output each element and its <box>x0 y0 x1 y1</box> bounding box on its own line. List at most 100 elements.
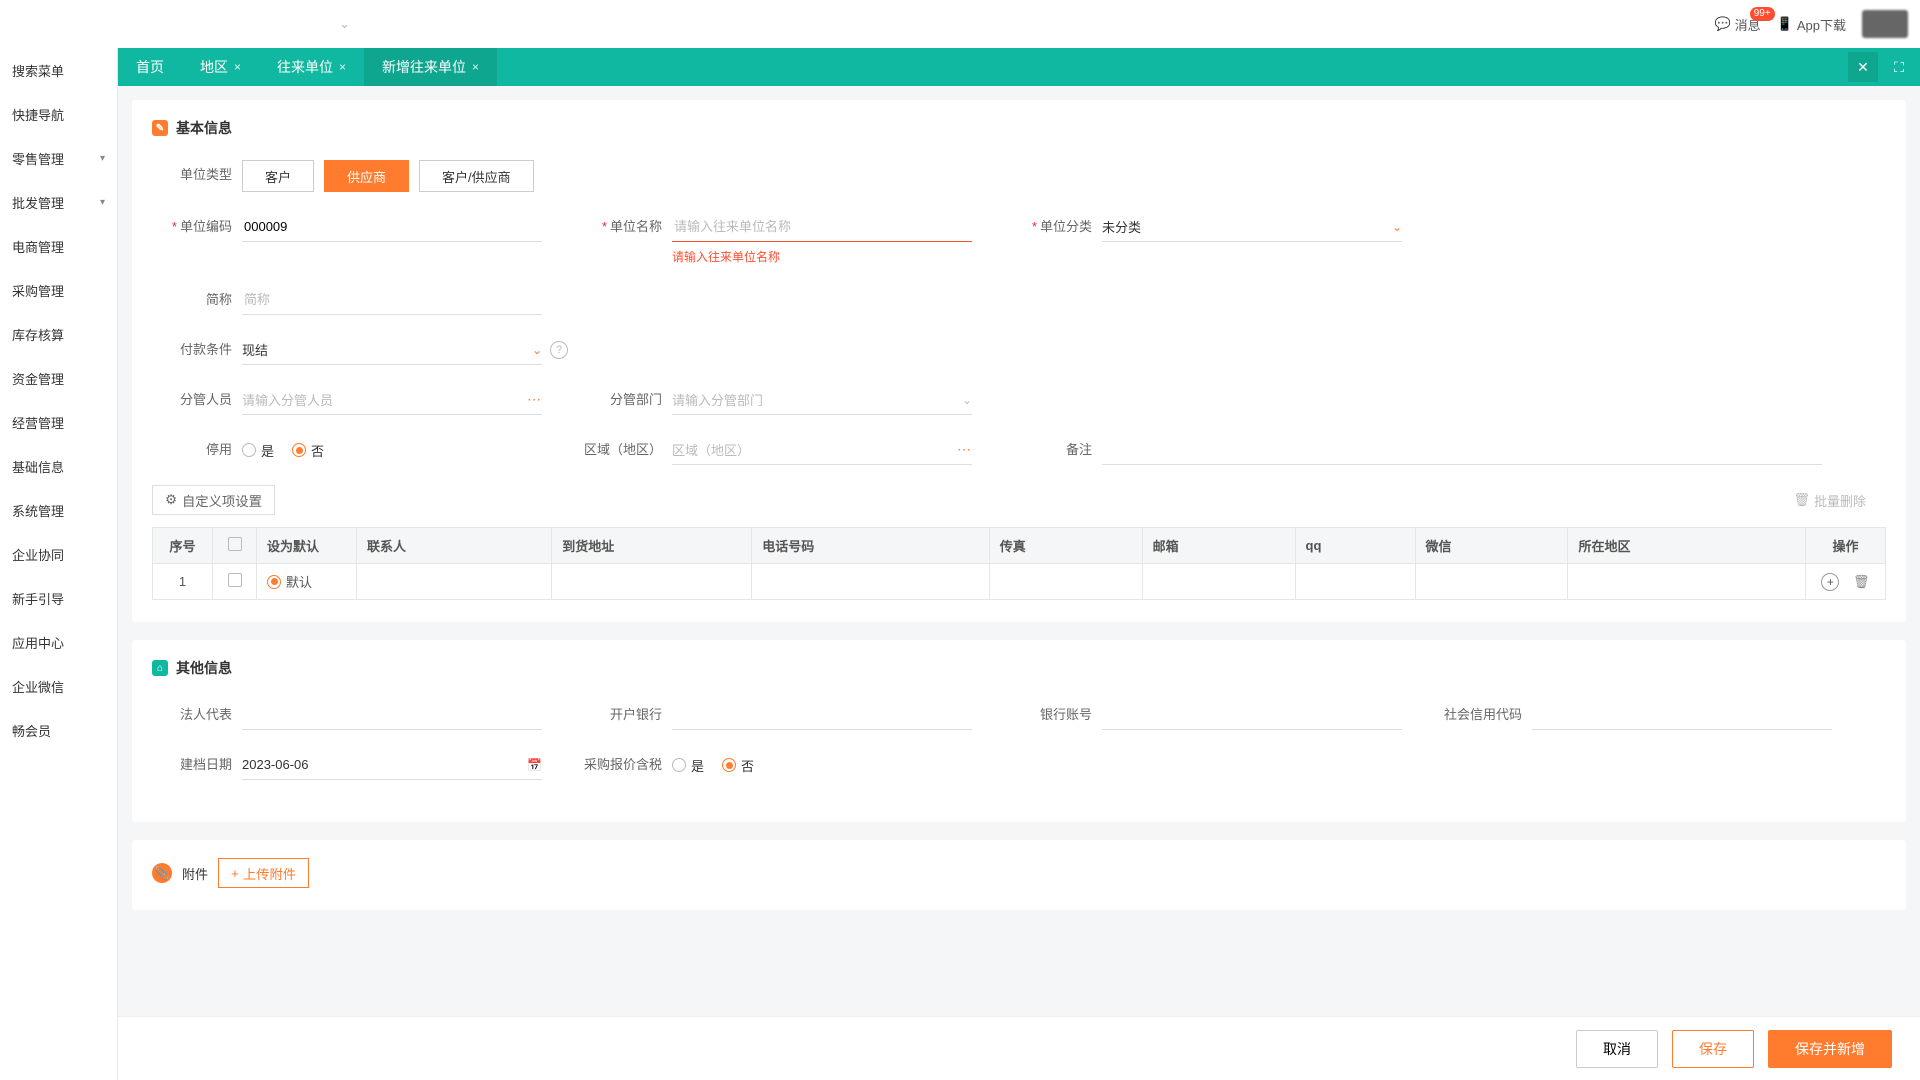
table-header: 微信 <box>1415 528 1568 564</box>
sidebar-item-采购管理[interactable]: 采购管理 <box>0 268 117 312</box>
tab-往来单位[interactable]: 往来单位× <box>259 48 364 86</box>
sidebar-item-系统管理[interactable]: 系统管理 <box>0 488 117 532</box>
credit-input[interactable] <box>1532 700 1832 730</box>
chevron-down-icon: ⌄ <box>532 343 542 357</box>
manager-select[interactable]: 请输入分管人员 ⋯ <box>242 385 542 415</box>
trash-icon: 🗑 <box>1793 492 1810 508</box>
messages-badge: 99+ <box>1750 7 1775 21</box>
batch-delete-link[interactable]: 🗑 批量删除 <box>1793 491 1866 510</box>
unit-type-option-客户[interactable]: 客户 <box>242 160 314 192</box>
tax-incl-label: 采购报价含税 <box>582 750 672 780</box>
unit-type-option-客户/供应商[interactable]: 客户/供应商 <box>419 160 534 192</box>
help-icon[interactable]: ? <box>550 341 568 359</box>
select-all-checkbox[interactable] <box>228 537 242 551</box>
pay-term-label: 付款条件 <box>152 335 242 365</box>
add-row-button[interactable]: + <box>1821 573 1839 591</box>
create-date-label: 建档日期 <box>152 750 242 780</box>
top-header: 畅捷通好生意 标准版 ⌄ 💬 消息 99+ 📱 App下载 <box>0 0 1920 48</box>
table-header: 联系人 <box>357 528 552 564</box>
upload-attachment-button[interactable]: + 上传附件 <box>218 858 309 888</box>
legal-input[interactable] <box>242 700 542 730</box>
dept-label: 分管部门 <box>582 385 672 415</box>
bank-input[interactable] <box>672 700 972 730</box>
contacts-table: 序号设为默认联系人到货地址电话号码传真邮箱qq微信所在地区操作 1 默认 + 🗑 <box>152 527 1886 600</box>
chevron-down-icon: ⌄ <box>339 16 350 32</box>
table-header: 电话号码 <box>752 528 990 564</box>
credit-label: 社会信用代码 <box>1442 700 1532 730</box>
pay-term-value: 现结 <box>242 340 268 359</box>
sidebar-item-资金管理[interactable]: 资金管理 <box>0 356 117 400</box>
remark-label: 备注 <box>1012 435 1102 465</box>
sidebar-item-批发管理[interactable]: 批发管理▾ <box>0 180 117 224</box>
sidebar-item-企业协同[interactable]: 企业协同 <box>0 532 117 576</box>
org-selector[interactable]: ⌄ <box>158 9 358 39</box>
other-info-icon: ⌂ <box>152 660 168 676</box>
basic-info-icon: ✎ <box>152 120 168 136</box>
sidebar-item-新手引导[interactable]: 新手引导 <box>0 576 117 620</box>
custom-fields-button[interactable]: ⚙ 自定义项设置 <box>152 485 275 515</box>
chevron-down-icon: ⌄ <box>962 393 972 407</box>
table-header: 邮箱 <box>1142 528 1295 564</box>
unit-name-input[interactable] <box>672 212 972 242</box>
disabled-no-radio[interactable]: 否 <box>292 441 324 460</box>
table-header: 传真 <box>989 528 1142 564</box>
save-button[interactable]: 保存 <box>1672 1030 1754 1068</box>
other-info-panel: ⌂ 其他信息 法人代表 开户银行 银行账号 社会信用代码 建档日期 2023-0… <box>132 640 1906 822</box>
pay-term-select[interactable]: 现结 ⌄ <box>242 335 542 365</box>
table-header <box>213 528 257 564</box>
tax-no-radio[interactable]: 否 <box>722 756 754 775</box>
close-icon[interactable]: × <box>339 60 346 74</box>
sidebar-item-电商管理[interactable]: 电商管理 <box>0 224 117 268</box>
unit-code-input[interactable] <box>242 212 542 242</box>
dept-select[interactable]: 请输入分管部门 ⌄ <box>672 385 972 415</box>
dept-placeholder: 请输入分管部门 <box>672 390 763 409</box>
area-select[interactable]: 区域（地区） ⋯ <box>672 435 972 465</box>
tab-首页[interactable]: 首页 <box>118 48 182 86</box>
sidebar-item-畅会员[interactable]: 畅会员 <box>0 708 117 752</box>
unit-cat-value: 未分类 <box>1102 217 1141 236</box>
user-avatar[interactable] <box>1862 10 1908 38</box>
tab-地区[interactable]: 地区× <box>182 48 259 86</box>
remark-input[interactable] <box>1102 435 1822 465</box>
sidebar-item-应用中心[interactable]: 应用中心 <box>0 620 117 664</box>
unit-name-error: 请输入往来单位名称 <box>672 248 780 265</box>
sidebar-item-企业微信[interactable]: 企业微信 <box>0 664 117 708</box>
disabled-label: 停用 <box>152 435 242 465</box>
close-all-tabs-button[interactable]: ✕ <box>1848 52 1878 82</box>
unit-cat-select[interactable]: 未分类 ⌄ <box>1102 212 1402 242</box>
plus-icon: + <box>231 866 239 881</box>
disabled-yes-radio[interactable]: 是 <box>242 441 274 460</box>
sidebar-item-搜索菜单[interactable]: 搜索菜单 <box>0 48 117 92</box>
save-and-new-button[interactable]: 保存并新增 <box>1768 1030 1892 1068</box>
create-date-input[interactable]: 2023-06-06 📅 <box>242 750 542 780</box>
legal-label: 法人代表 <box>152 700 242 730</box>
table-header: qq <box>1295 528 1415 564</box>
messages-button[interactable]: 💬 消息 99+ <box>1714 15 1760 34</box>
sidebar-item-库存核算[interactable]: 库存核算 <box>0 312 117 356</box>
row-checkbox[interactable] <box>228 573 242 587</box>
short-name-input[interactable] <box>242 285 542 315</box>
sidebar-item-经营管理[interactable]: 经营管理 <box>0 400 117 444</box>
more-icon: ⋯ <box>527 391 542 408</box>
main-content: ✎ 基本信息 单位类型 客户供应商客户/供应商 *单位编码 *单位名称 请输入往… <box>118 86 1920 1080</box>
app-download-button[interactable]: 📱 App下载 <box>1777 15 1846 34</box>
table-header: 操作 <box>1806 528 1886 564</box>
close-icon[interactable]: × <box>234 60 241 74</box>
unit-type-option-供应商[interactable]: 供应商 <box>324 160 409 192</box>
sidebar-item-快捷导航[interactable]: 快捷导航 <box>0 92 117 136</box>
close-icon[interactable]: × <box>472 60 479 74</box>
tab-新增往来单位[interactable]: 新增往来单位× <box>364 48 497 86</box>
tax-yes-radio[interactable]: 是 <box>672 756 704 775</box>
sidebar-item-零售管理[interactable]: 零售管理▾ <box>0 136 117 180</box>
attachment-icon: 📎 <box>152 863 172 883</box>
cancel-button[interactable]: 取消 <box>1576 1030 1658 1068</box>
fullscreen-button[interactable]: ⛶ <box>1884 52 1914 82</box>
app-download-label: App下载 <box>1797 15 1846 34</box>
unit-type-label: 单位类型 <box>152 160 242 190</box>
delete-row-button[interactable]: 🗑 <box>1853 574 1870 589</box>
sidebar-item-基础信息[interactable]: 基础信息 <box>0 444 117 488</box>
area-label: 区域（地区） <box>582 435 672 465</box>
row-default-radio[interactable]: 默认 <box>267 572 312 591</box>
account-input[interactable] <box>1102 700 1402 730</box>
short-name-label: 简称 <box>152 285 242 315</box>
